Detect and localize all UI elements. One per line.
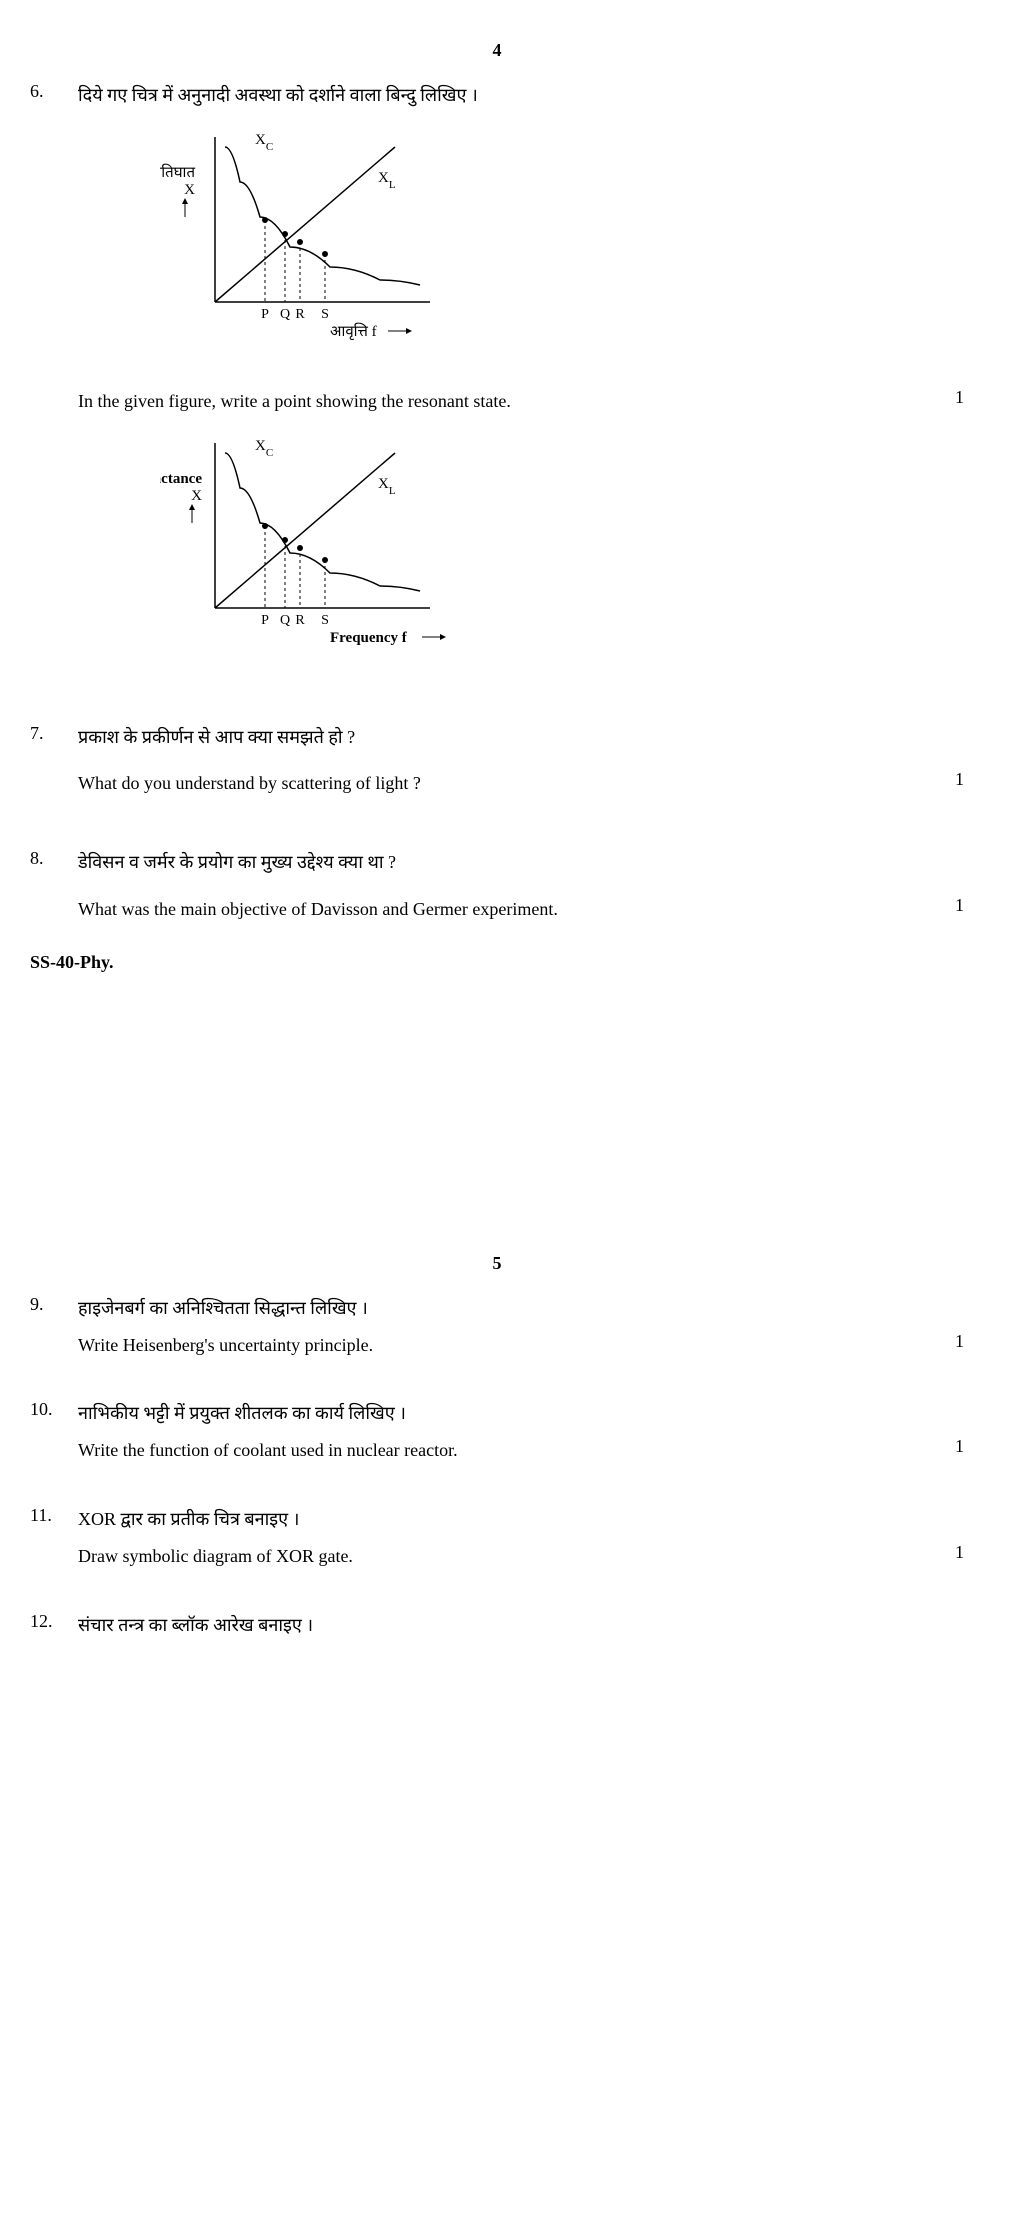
question-9: 9. हाइजेनबर्ग का अनिश्चितता सिद्धान्त लि… — [30, 1294, 964, 1360]
q12-hindi-text: संचार तन्त्र का ब्लॉक आरेख बनाइए । — [78, 1611, 964, 1640]
reactance-chart-hindi: PQR S XC XL प्रतिघातX आवृत्ति f — [160, 122, 480, 362]
q11-number: 11. — [30, 1505, 78, 1526]
q6-figure-english: PQR S XC XL ReactanceX Frequency f — [160, 428, 964, 673]
page-4: 4 6. दिये गए चित्र में अनुनादी अवस्था को… — [0, 0, 1024, 1033]
svg-text:Frequency f: Frequency f — [330, 630, 408, 646]
page-number-4: 4 — [30, 40, 964, 61]
svg-text:XC: XC — [255, 438, 273, 459]
q8-number: 8. — [30, 848, 78, 869]
svg-text:S: S — [321, 613, 329, 628]
q7-hindi-text: प्रकाश के प्रकीर्णन से आप क्या समझते हो … — [78, 723, 964, 752]
svg-text:X: X — [191, 488, 202, 504]
q12-number: 12. — [30, 1611, 78, 1632]
q6-english-row: In the given figure, write a point showi… — [78, 387, 964, 416]
q8-hindi-row: 8. डेविसन व जर्मर के प्रयोग का मुख्य उद्… — [30, 848, 964, 877]
q9-number: 9. — [30, 1294, 78, 1315]
question-6: 6. दिये गए चित्र में अनुनादी अवस्था को द… — [30, 81, 964, 673]
q6-marks: 1 — [955, 387, 964, 408]
q6-hindi-text: दिये गए चित्र में अनुनादी अवस्था को दर्श… — [78, 81, 964, 110]
q6-hindi-row: 6. दिये गए चित्र में अनुनादी अवस्था को द… — [30, 81, 964, 110]
q8-english-row: What was the main objective of Davisson … — [78, 895, 964, 924]
page-gap — [0, 1033, 1024, 1213]
svg-text:X: X — [184, 182, 195, 198]
q9-marks: 1 — [955, 1331, 964, 1352]
svg-text:प्रतिघात: प्रतिघात — [160, 163, 195, 181]
q7-number: 7. — [30, 723, 78, 744]
q10-marks: 1 — [955, 1436, 964, 1457]
svg-text:Reactance: Reactance — [160, 471, 202, 487]
q7-english-row: What do you understand by scattering of … — [78, 769, 964, 798]
page4-footer: SS-40-Phy. — [30, 952, 964, 973]
svg-text:XC: XC — [255, 132, 273, 153]
q11-hindi-text: XOR द्वार का प्रतीक चित्र बनाइए । — [78, 1505, 964, 1534]
q6-number: 6. — [30, 81, 78, 102]
page-number-5: 5 — [30, 1253, 964, 1274]
q10-number: 10. — [30, 1399, 78, 1420]
q11-english-row: Draw symbolic diagram of XOR gate. 1 — [78, 1542, 964, 1571]
svg-text:आवृत्ति f: आवृत्ति f — [330, 322, 377, 341]
q7-marks: 1 — [955, 769, 964, 790]
page-5: 5 9. हाइजेनबर्ग का अनिश्चितता सिद्धान्त … — [0, 1213, 1024, 1728]
q8-marks: 1 — [955, 895, 964, 916]
q11-marks: 1 — [955, 1542, 964, 1563]
q10-english-text: Write the function of coolant used in nu… — [78, 1440, 458, 1460]
q12-hindi-row: 12. संचार तन्त्र का ब्लॉक आरेख बनाइए । — [30, 1611, 964, 1640]
reactance-chart-english: PQR S XC XL ReactanceX Frequency f — [160, 428, 480, 668]
svg-text:XL: XL — [378, 170, 396, 191]
q6-english-text: In the given figure, write a point showi… — [78, 391, 511, 411]
q9-hindi-row: 9. हाइजेनबर्ग का अनिश्चितता सिद्धान्त लि… — [30, 1294, 964, 1323]
q7-hindi-row: 7. प्रकाश के प्रकीर्णन से आप क्या समझते … — [30, 723, 964, 752]
q9-hindi-text: हाइजेनबर्ग का अनिश्चितता सिद्धान्त लिखिए… — [78, 1294, 964, 1323]
question-7: 7. प्रकाश के प्रकीर्णन से आप क्या समझते … — [30, 723, 964, 799]
question-10: 10. नाभिकीय भट्टी में प्रयुक्त शीतलक का … — [30, 1399, 964, 1465]
question-12: 12. संचार तन्त्र का ब्लॉक आरेख बनाइए । — [30, 1611, 964, 1640]
svg-text:R: R — [295, 307, 305, 322]
q10-english-row: Write the function of coolant used in nu… — [78, 1436, 964, 1465]
q10-hindi-row: 10. नाभिकीय भट्टी में प्रयुक्त शीतलक का … — [30, 1399, 964, 1428]
svg-text:P: P — [261, 613, 269, 628]
q9-english-row: Write Heisenberg's uncertainty principle… — [78, 1331, 964, 1360]
svg-text:Q: Q — [280, 307, 290, 322]
q8-hindi-text: डेविसन व जर्मर के प्रयोग का मुख्य उद्देश… — [78, 848, 964, 877]
svg-text:XL: XL — [378, 476, 396, 497]
q6-figure-hindi: PQR S XC XL प्रतिघातX आवृत्ति f — [160, 122, 964, 367]
q11-hindi-row: 11. XOR द्वार का प्रतीक चित्र बनाइए । — [30, 1505, 964, 1534]
q7-english-text: What do you understand by scattering of … — [78, 773, 421, 793]
q11-english-text: Draw symbolic diagram of XOR gate. — [78, 1546, 353, 1566]
q10-hindi-text: नाभिकीय भट्टी में प्रयुक्त शीतलक का कार्… — [78, 1399, 964, 1428]
q8-english-text: What was the main objective of Davisson … — [78, 899, 558, 919]
question-8: 8. डेविसन व जर्मर के प्रयोग का मुख्य उद्… — [30, 848, 964, 924]
svg-text:R: R — [295, 613, 305, 628]
svg-text:Q: Q — [280, 613, 290, 628]
question-11: 11. XOR द्वार का प्रतीक चित्र बनाइए । Dr… — [30, 1505, 964, 1571]
svg-text:S: S — [321, 307, 329, 322]
svg-text:P: P — [261, 307, 269, 322]
q9-english-text: Write Heisenberg's uncertainty principle… — [78, 1335, 373, 1355]
